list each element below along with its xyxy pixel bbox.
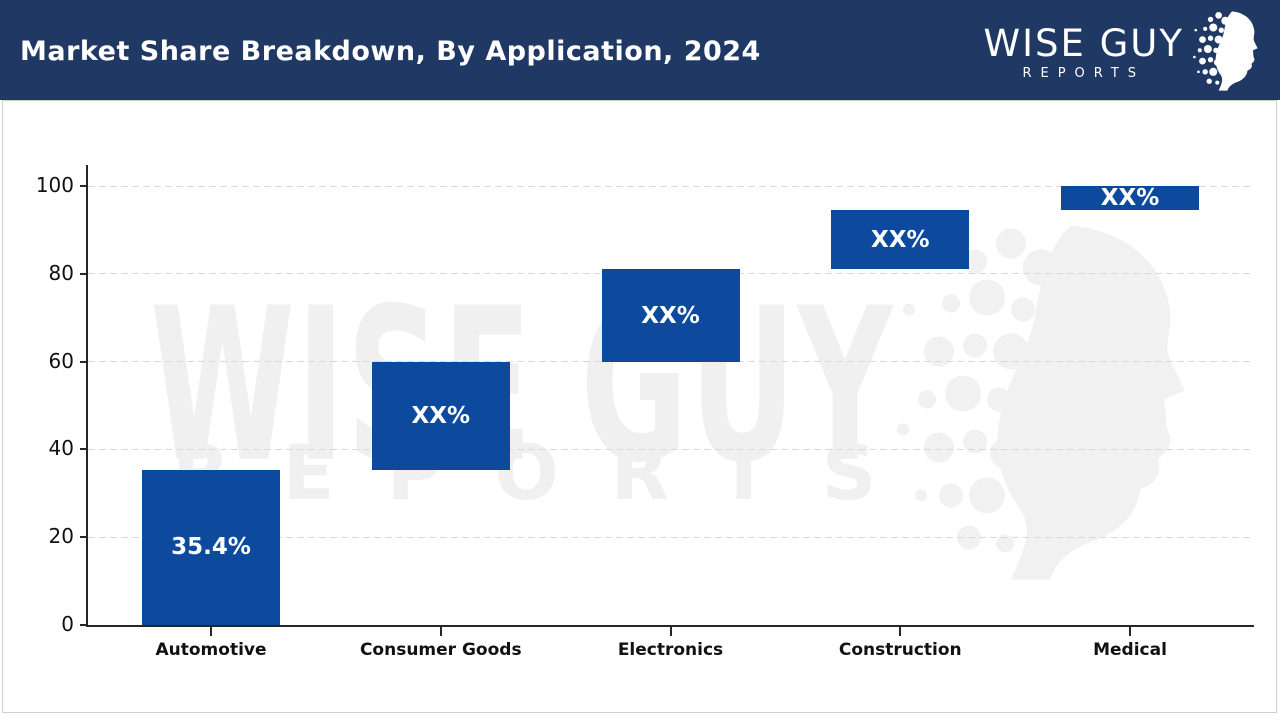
bar-medical: XX% [1061, 185, 1199, 212]
y-tick-label-80: 80 [48, 260, 74, 285]
x-axis-label-1: Consumer Goods [359, 640, 522, 660]
gridline-40 [88, 448, 1254, 450]
y-tick-label-0: 0 [61, 612, 74, 636]
y-axis-line [86, 165, 88, 627]
y-tick-40 [80, 448, 88, 451]
bar-construction: XX% [831, 210, 970, 270]
y-tick-20 [80, 536, 88, 539]
x-tick-1 [439, 627, 442, 636]
y-tick-100 [80, 185, 88, 187]
y-tick-60 [80, 360, 88, 363]
x-axis-label-2: Electronics [617, 640, 724, 660]
gridline-100 [88, 185, 1254, 187]
logo-reports-label: REPORTS [1022, 66, 1146, 81]
header-bar: Market Share Breakdown, By Application, … [0, 0, 1280, 100]
x-tick-2 [669, 627, 672, 636]
y-tick-80 [80, 272, 88, 275]
y-tick-label-60: 60 [48, 348, 74, 373]
x-tick-3 [899, 627, 902, 636]
gridline-60 [88, 361, 1254, 363]
x-axis-line [86, 625, 1254, 627]
bar-value-label: XX% [411, 402, 470, 429]
logo-wise-guy-label: WISE GUY [983, 22, 1184, 65]
y-tick-label-20: 20 [48, 524, 74, 549]
page-title: Market Share Breakdown, By Application, … [20, 36, 761, 67]
bar-value-label: XX% [1100, 185, 1160, 212]
y-tick-label-100: 100 [35, 173, 74, 197]
x-axis-label-0: Automotive [155, 640, 267, 660]
y-tick-label-40: 40 [48, 436, 74, 461]
bar-value-label: XX% [641, 302, 700, 329]
x-axis-label-4: Medical [1093, 640, 1167, 660]
logo-text: WISE GUY REPORTS [984, 24, 1184, 83]
bar-value-label: 35.4% [171, 534, 251, 561]
bar-consumer-goods: XX% [371, 361, 510, 470]
x-tick-0 [210, 627, 212, 636]
wise-guy-reports-logo: WISE GUY REPORTS [984, 6, 1264, 94]
bar-value-label: XX% [870, 226, 930, 253]
gridline-20 [88, 536, 1254, 538]
x-tick-4 [1129, 627, 1131, 636]
y-tick-0 [80, 624, 88, 626]
bar-automotive: 35.4% [142, 469, 280, 625]
x-axis-label-3: Construction [838, 640, 962, 660]
bar-electronics: XX% [601, 269, 740, 362]
